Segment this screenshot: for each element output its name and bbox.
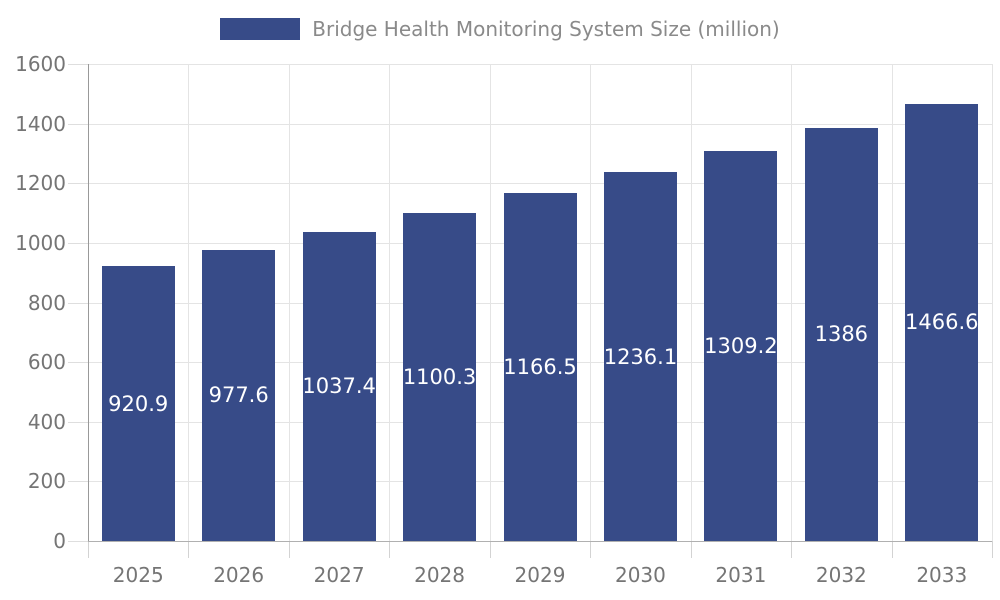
y-axis-tick bbox=[68, 123, 88, 125]
x-axis-tick bbox=[489, 541, 491, 558]
gridline-vertical bbox=[590, 64, 592, 541]
bar-2026[interactable]: 977.6 bbox=[202, 249, 276, 541]
y-axis-tick-label: 1600 bbox=[15, 52, 66, 76]
x-axis-label-2029: 2029 bbox=[514, 563, 566, 587]
bar-value-label: 1166.5 bbox=[503, 355, 577, 380]
y-axis-tick bbox=[68, 64, 88, 65]
bar-value-label: 1386 bbox=[814, 322, 869, 347]
bar-value-label: 1100.3 bbox=[402, 364, 477, 389]
bar-value-label: 1236.1 bbox=[603, 344, 678, 369]
bar-value-label: 1309.2 bbox=[704, 333, 778, 358]
legend[interactable]: Bridge Health Monitoring System Size (mi… bbox=[0, 17, 1000, 41]
legend-swatch bbox=[220, 18, 301, 40]
x-axis-label-2028: 2028 bbox=[414, 563, 465, 587]
bar-value-label: 920.9 bbox=[108, 391, 169, 416]
y-axis-line bbox=[88, 64, 89, 541]
x-axis-tick bbox=[88, 541, 89, 558]
x-axis-tick bbox=[188, 541, 190, 558]
plot-area: 920.9 977.6 1037.4 1100.3 1166.5 1236.1 1309.2… bbox=[88, 64, 993, 541]
bar-2027[interactable]: 1037.4 bbox=[302, 231, 376, 541]
bar-2031[interactable]: 1309.2 bbox=[704, 150, 778, 541]
y-axis-tick bbox=[68, 481, 88, 483]
bar-value-label: 977.6 bbox=[208, 383, 269, 408]
x-axis-tick bbox=[891, 541, 893, 558]
gridline-vertical bbox=[992, 64, 993, 541]
gridline-vertical bbox=[891, 64, 893, 541]
gridline-vertical bbox=[791, 64, 793, 541]
x-axis-label-2032: 2032 bbox=[815, 563, 867, 587]
gridline-vertical bbox=[288, 64, 290, 541]
x-axis-line bbox=[88, 541, 992, 542]
x-axis-label-2031: 2031 bbox=[715, 563, 767, 587]
gridline-vertical bbox=[690, 64, 692, 541]
bar-2029[interactable]: 1166.5 bbox=[503, 193, 577, 541]
y-axis-tick-label: 1200 bbox=[15, 171, 66, 196]
x-axis-tick bbox=[288, 541, 290, 558]
y-axis-tick-label: 800 bbox=[27, 290, 66, 315]
bar-2032[interactable]: 1386 bbox=[804, 127, 878, 541]
y-axis-tick bbox=[68, 302, 88, 304]
y-axis-tick bbox=[68, 541, 88, 542]
bar-2028[interactable]: 1100.3 bbox=[402, 212, 477, 541]
x-axis-tick bbox=[690, 541, 692, 558]
y-axis-tick-label: 600 bbox=[27, 350, 66, 375]
y-axis-tick-label: 1400 bbox=[15, 111, 66, 136]
gridline-horizontal bbox=[88, 183, 992, 185]
y-axis-tick bbox=[68, 183, 88, 185]
y-axis-tick-label: 400 bbox=[27, 409, 66, 434]
x-axis-label-2026: 2026 bbox=[213, 563, 265, 587]
y-axis-tick-label: 200 bbox=[27, 469, 66, 494]
bar-value-label: 1466.6 bbox=[905, 310, 979, 335]
gridline-vertical bbox=[489, 64, 491, 541]
x-axis-label-2027: 2027 bbox=[313, 563, 365, 587]
x-axis-label-2033: 2033 bbox=[916, 563, 968, 587]
y-axis-tick bbox=[68, 362, 88, 364]
y-axis-tick-label: 1000 bbox=[15, 230, 66, 255]
x-axis-tick bbox=[590, 541, 592, 558]
x-axis-tick bbox=[791, 541, 793, 558]
bar-2030[interactable]: 1236.1 bbox=[604, 172, 677, 541]
bar-2025[interactable]: 920.9 bbox=[101, 266, 175, 541]
bar-2033[interactable]: 1466.6 bbox=[905, 103, 979, 541]
bar-value-label: 1037.4 bbox=[302, 374, 376, 399]
gridline-vertical bbox=[389, 64, 391, 541]
x-axis-tick bbox=[992, 541, 993, 558]
y-axis-tick bbox=[68, 421, 88, 423]
y-axis-tick-label: 0 bbox=[53, 529, 66, 553]
x-axis-tick bbox=[389, 541, 391, 558]
gridline-vertical bbox=[188, 64, 190, 541]
x-axis-label-2025: 2025 bbox=[112, 563, 164, 587]
legend-label: Bridge Health Monitoring System Size (mi… bbox=[312, 17, 780, 41]
x-axis-label-2030: 2030 bbox=[614, 563, 666, 587]
gridline-horizontal bbox=[88, 64, 992, 65]
y-axis-tick bbox=[68, 242, 88, 244]
gridline-horizontal bbox=[88, 123, 992, 125]
